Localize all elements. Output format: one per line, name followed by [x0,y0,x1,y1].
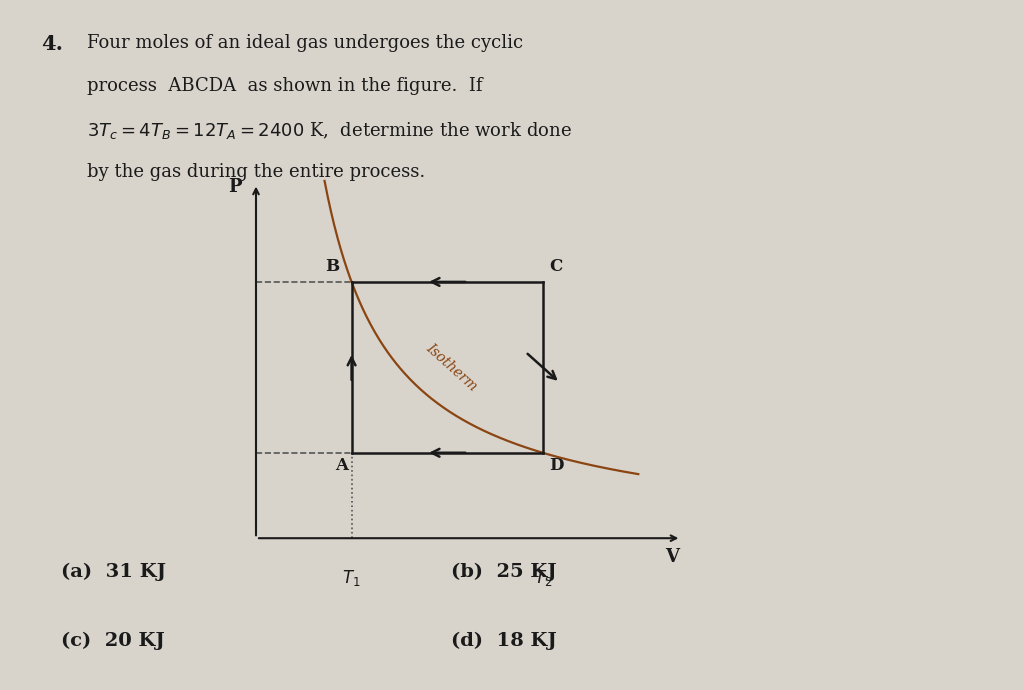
Text: by the gas during the entire process.: by the gas during the entire process. [87,163,425,181]
Text: (a)  31 KJ: (a) 31 KJ [61,562,167,580]
Text: (d)  18 KJ: (d) 18 KJ [451,631,556,649]
Text: $3T_c = 4T_B = 12T_A = 2400$ K,  determine the work done: $3T_c = 4T_B = 12T_A = 2400$ K, determin… [87,120,571,141]
Text: Four moles of an ideal gas undergoes the cyclic: Four moles of an ideal gas undergoes the… [87,34,523,52]
Text: C: C [549,258,562,275]
Text: Isotherm: Isotherm [424,341,480,394]
Text: (b)  25 KJ: (b) 25 KJ [451,562,556,580]
Text: B: B [325,258,339,275]
Text: A: A [335,457,348,474]
Text: (c)  20 KJ: (c) 20 KJ [61,631,165,649]
Text: process  ABCDA  as shown in the figure.  If: process ABCDA as shown in the figure. If [87,77,482,95]
Text: 4.: 4. [41,34,62,55]
Text: V: V [665,548,679,566]
Text: D: D [549,457,563,474]
Text: P: P [228,178,242,196]
Text: $T_2$: $T_2$ [534,568,552,588]
Text: $T_1$: $T_1$ [342,568,360,588]
